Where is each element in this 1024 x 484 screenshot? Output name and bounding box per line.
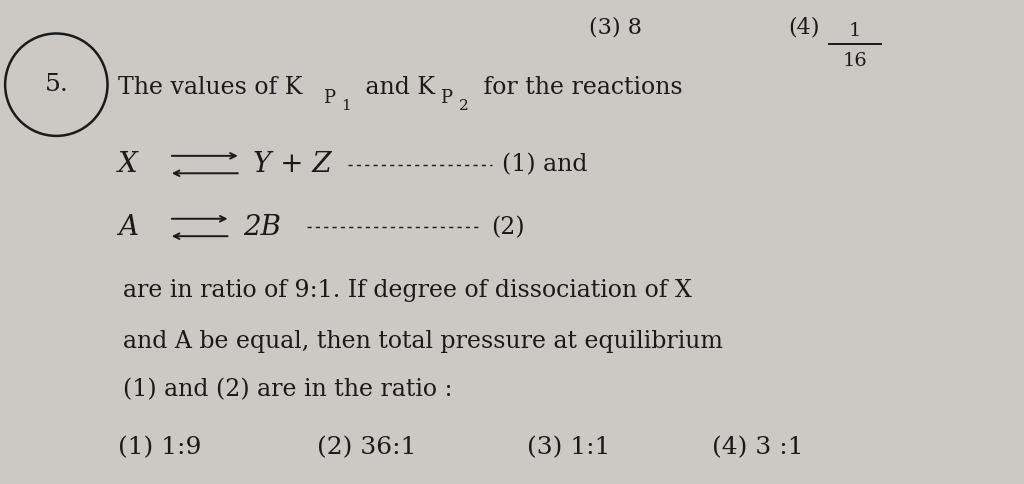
Text: are in ratio of 9:1. If degree of dissociation of X: are in ratio of 9:1. If degree of dissoc… xyxy=(123,279,692,302)
Text: The values of K: The values of K xyxy=(118,76,302,99)
Text: (4): (4) xyxy=(788,17,820,39)
Text: X: X xyxy=(118,151,137,178)
Text: 1: 1 xyxy=(341,100,351,113)
Text: 5.: 5. xyxy=(44,73,69,96)
Text: Y + Z: Y + Z xyxy=(253,151,332,178)
Text: (3) 1:1: (3) 1:1 xyxy=(527,436,610,459)
Text: 2B: 2B xyxy=(243,214,281,241)
Text: (4) 3 :1: (4) 3 :1 xyxy=(712,436,803,459)
Text: and K: and K xyxy=(358,76,435,99)
Text: 1: 1 xyxy=(849,22,861,41)
Text: P: P xyxy=(323,89,335,107)
Text: (1) and (2) are in the ratio :: (1) and (2) are in the ratio : xyxy=(123,378,453,401)
Text: A: A xyxy=(118,214,138,241)
Text: and A be equal, then total pressure at equilibrium: and A be equal, then total pressure at e… xyxy=(123,330,723,353)
Text: (1) and: (1) and xyxy=(502,153,587,176)
Text: (3) 8: (3) 8 xyxy=(589,17,642,39)
Text: (2) 36:1: (2) 36:1 xyxy=(317,436,417,459)
Text: P: P xyxy=(440,89,453,107)
Text: for the reactions: for the reactions xyxy=(476,76,683,99)
Text: 16: 16 xyxy=(843,51,867,70)
Text: (2): (2) xyxy=(492,216,525,239)
Text: (1) 1:9: (1) 1:9 xyxy=(118,436,201,459)
Text: 2: 2 xyxy=(459,100,469,113)
